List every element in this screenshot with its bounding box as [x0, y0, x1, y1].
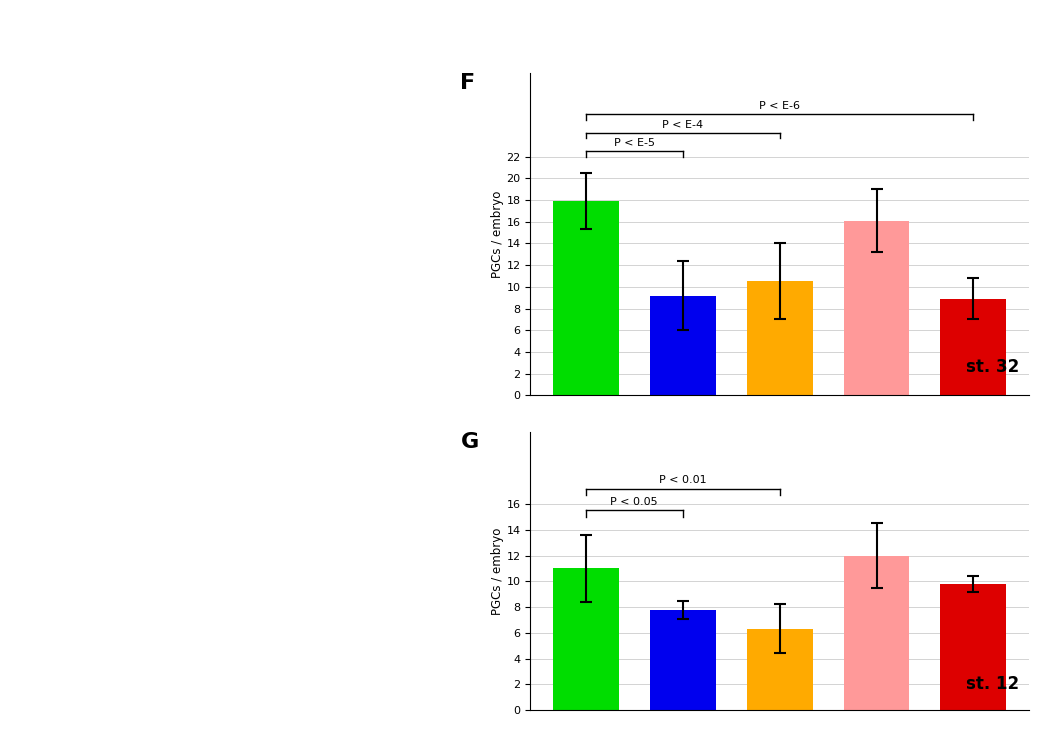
Bar	[123, 51, 182, 102]
Text: 10.5±3.5: 10.5±3.5	[754, 524, 805, 534]
Bar	[843, 220, 909, 395]
Text: GermesΔEFh-DS: GermesΔEFh-DS	[172, 447, 252, 457]
Bar	[650, 296, 716, 395]
Bar	[941, 299, 1006, 395]
Text: E': E'	[354, 593, 369, 608]
Text: D: D	[5, 447, 18, 461]
Text: 16.1±2.9: 16.1±2.9	[850, 524, 902, 534]
Text: +920pg: +920pg	[951, 434, 995, 444]
Text: P < E-4: P < E-4	[663, 119, 704, 130]
Bar	[650, 610, 716, 710]
Text: (N=7,n=31): (N=7,n=31)	[746, 569, 814, 579]
Text: control: control	[135, 7, 172, 18]
Text: GermesΔEFh-DS: GermesΔEFh-DS	[928, 473, 1020, 482]
Bar	[123, 198, 182, 249]
Text: P < E-6: P < E-6	[759, 101, 800, 111]
Text: E: E	[5, 593, 16, 608]
Bar	[747, 281, 813, 395]
Text: (N=6,n=36): (N=6,n=36)	[940, 569, 1007, 579]
Text: A': A'	[354, 7, 371, 22]
Text: +460pg: +460pg	[130, 447, 172, 457]
Text: 17.9±2.6: 17.9±2.6	[560, 524, 612, 534]
Text: B': B'	[354, 154, 371, 168]
Text: GermesΔLZs-DS: GermesΔLZs-DS	[734, 473, 825, 482]
Text: GermesΔEFh-DS: GermesΔEFh-DS	[172, 593, 252, 603]
Text: (N=7,n=30): (N=7,n=30)	[843, 569, 910, 579]
Text: st. 32: st. 32	[966, 358, 1018, 376]
Bar	[941, 584, 1006, 710]
Text: A: A	[5, 7, 17, 22]
Text: (v-DS): (v-DS)	[172, 7, 203, 18]
Text: GermesΔLZs-DS: GermesΔLZs-DS	[172, 300, 251, 310]
Text: F: F	[460, 73, 476, 93]
Text: st. 12: st. 12	[966, 676, 1018, 693]
Y-axis label: PGCs / embryo: PGCs / embryo	[490, 527, 504, 615]
Text: GermesΔEFh-DS: GermesΔEFh-DS	[831, 473, 922, 482]
Text: v-DS (control): v-DS (control)	[547, 434, 625, 444]
Text: +920pg: +920pg	[130, 593, 172, 603]
Text: +460pg: +460pg	[660, 434, 705, 444]
Text: P < 0.01: P < 0.01	[659, 474, 707, 485]
Text: GermesWT-DS: GermesWT-DS	[643, 473, 722, 482]
Text: +460pg: +460pg	[757, 434, 802, 444]
Text: (N=6,n=23): (N=6,n=23)	[649, 569, 716, 579]
Text: +460pg: +460pg	[130, 300, 172, 310]
Text: GermesWT-DS: GermesWT-DS	[172, 154, 242, 164]
Bar	[123, 490, 182, 542]
Text: 8.9±1.9: 8.9±1.9	[951, 524, 995, 534]
Text: B: B	[5, 154, 17, 168]
Text: G: G	[460, 432, 479, 452]
Bar	[843, 556, 909, 710]
Bar	[747, 629, 813, 710]
Text: C': C'	[354, 300, 370, 315]
Text: C: C	[5, 300, 16, 315]
Text: (N=14,n=71): (N=14,n=71)	[548, 569, 624, 579]
Text: 9.2±3.2: 9.2±3.2	[660, 524, 706, 534]
Text: D': D'	[354, 447, 372, 461]
Text: P < 0.05: P < 0.05	[610, 496, 658, 507]
Text: +460pg: +460pg	[855, 434, 899, 444]
Bar	[553, 201, 618, 395]
Bar	[123, 344, 182, 395]
Y-axis label: PGCs / embryo: PGCs / embryo	[490, 190, 504, 278]
Bar	[123, 637, 182, 688]
Text: +460pg: +460pg	[130, 154, 172, 164]
Text: P < E-5: P < E-5	[614, 138, 655, 148]
Bar	[553, 568, 618, 710]
